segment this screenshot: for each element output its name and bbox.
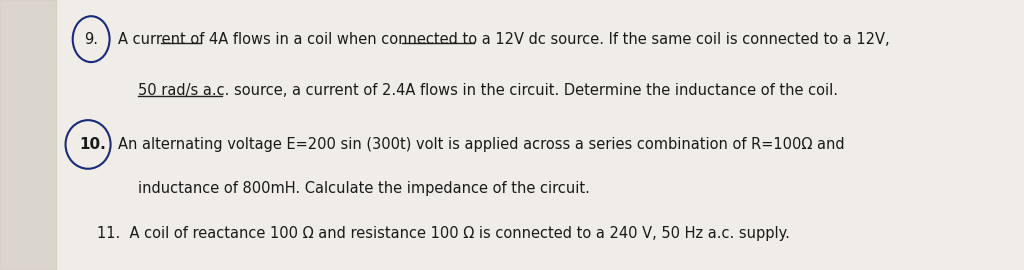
Text: 50 rad/s a.c. source, a current of 2.4A flows in the circuit. Determine the indu: 50 rad/s a.c. source, a current of 2.4A … <box>138 83 839 98</box>
Bar <box>0 0 56 270</box>
Text: 10.: 10. <box>79 137 105 152</box>
Text: 11.  A coil of reactance 100 Ω and resistance 100 Ω is connected to a 240 V, 50 : 11. A coil of reactance 100 Ω and resist… <box>97 226 791 241</box>
Text: A current of 4A flows in a coil when connected to a 12V dc source. If the same c: A current of 4A flows in a coil when con… <box>118 32 890 47</box>
Text: inductance of 800mH. Calculate the impedance of the circuit.: inductance of 800mH. Calculate the imped… <box>138 181 590 197</box>
Text: $I_0 = \frac{V_0}{R} = \frac{240}{100} = 2.4A$: $I_0 = \frac{V_0}{R} = \frac{240}{100} =… <box>645 268 785 270</box>
Text: 9.: 9. <box>84 32 98 47</box>
Text: An alternating voltage E=200 sin (300t) volt is applied across a series combinat: An alternating voltage E=200 sin (300t) … <box>118 137 845 152</box>
